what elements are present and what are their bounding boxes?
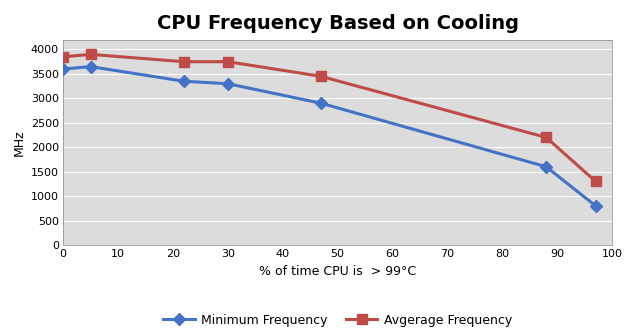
Line: Minimum Frequency: Minimum Frequency [59, 63, 600, 210]
Avgerage Frequency [59, 55, 67, 59]
Minimum Frequency [86, 65, 95, 69]
Avgerage Frequency [224, 60, 232, 64]
Minimum Frequency [59, 67, 67, 71]
Line: Avgerage Frequency: Avgerage Frequency [58, 50, 601, 186]
X-axis label: % of time CPU is  > 99°C: % of time CPU is > 99°C [259, 265, 416, 278]
Minimum Frequency [224, 82, 232, 86]
Minimum Frequency [592, 204, 599, 208]
Avgerage Frequency [592, 179, 599, 183]
Avgerage Frequency [543, 135, 550, 139]
Avgerage Frequency [86, 52, 95, 56]
Legend: Minimum Frequency, Avgerage Frequency: Minimum Frequency, Avgerage Frequency [158, 308, 517, 331]
Y-axis label: MHz: MHz [12, 129, 25, 156]
Title: CPU Frequency Based on Cooling: CPU Frequency Based on Cooling [156, 14, 519, 33]
Avgerage Frequency [317, 74, 325, 78]
Minimum Frequency [317, 101, 325, 105]
Minimum Frequency [543, 165, 550, 169]
Minimum Frequency [180, 79, 187, 83]
Avgerage Frequency [180, 60, 187, 64]
